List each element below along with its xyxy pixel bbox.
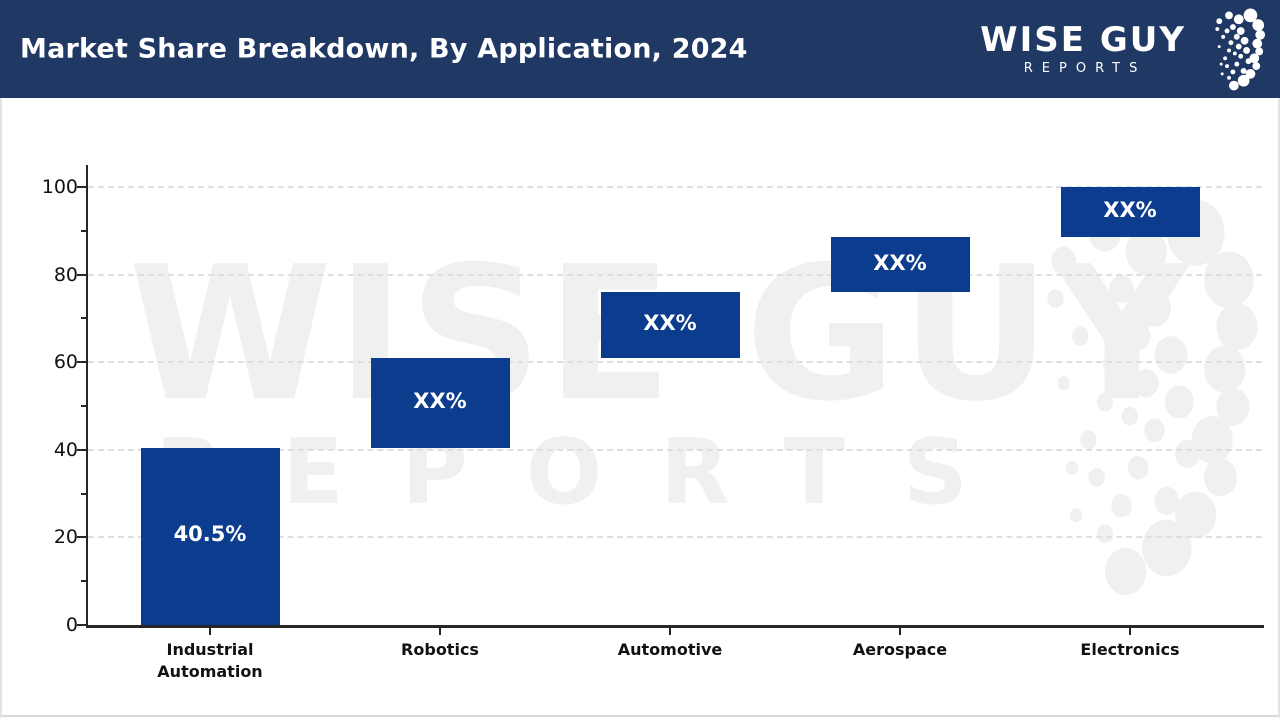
y-tick-label: 20 (53, 526, 78, 549)
y-tick-mark (77, 186, 86, 188)
y-tick-mark (77, 624, 86, 626)
y-gridline (88, 536, 1262, 539)
x-category-label-aerospace: Aerospace (852, 640, 948, 659)
x-category-label-industrial-automation: Industrial Automation (157, 640, 263, 681)
logo-reports-text: REPORTS (1023, 60, 1147, 76)
bar-value-label-automotive: XX% (643, 310, 697, 335)
y-minor-tick-mark (81, 317, 86, 320)
bar-value-label-robotics: XX% (413, 388, 467, 413)
y-tick-mark (77, 273, 86, 276)
y-tick-label: 40 (53, 438, 78, 461)
y-tick-label: 60 (53, 351, 78, 374)
x-tick-mark (209, 628, 211, 635)
y-axis-spine (86, 165, 88, 627)
y-minor-tick-mark (81, 229, 86, 232)
left-border (0, 98, 2, 718)
bar-aerospace (830, 237, 970, 293)
bar-industrial-automation (140, 447, 280, 625)
bar-value-label-electronics: XX% (1103, 198, 1157, 223)
y-minor-tick-mark (81, 492, 86, 495)
y-tick-label: 80 (53, 263, 78, 286)
logo-face-icon (1215, 8, 1266, 91)
y-gridline (88, 186, 1262, 188)
page-title: Market Share Breakdown, By Application, … (20, 33, 748, 65)
bar-value-label-aerospace: XX% (873, 250, 927, 275)
y-tick-mark (77, 448, 86, 451)
y-gridline (88, 273, 1262, 276)
x-tick-mark (669, 628, 671, 635)
x-tick-mark (439, 628, 441, 635)
y-minor-tick-mark (81, 580, 86, 583)
x-category-label-automotive: Automotive (617, 640, 723, 659)
x-category-label-electronics: Electronics (1080, 640, 1180, 659)
x-tick-mark (1129, 628, 1131, 635)
x-axis-spine (86, 625, 1264, 628)
watermark-face-dots-icon (1047, 199, 1258, 595)
y-gridline (88, 361, 1262, 364)
wise-guy-logo: WISE GUY REPORTS (980, 6, 1268, 92)
x-tick-mark (899, 628, 901, 635)
header-bar: Market Share Breakdown, By Application, … (0, 0, 1280, 98)
logo-wordmark: WISE GUY (980, 19, 1186, 60)
right-border (1278, 98, 1280, 718)
y-tick-label: 100 (41, 176, 78, 198)
y-gridline (88, 448, 1262, 451)
bar-automotive (600, 292, 740, 358)
watermark-reports: REPORTS (155, 420, 1026, 525)
bottom-border (0, 715, 1280, 717)
y-tick-label: 0 (65, 614, 78, 636)
y-tick-mark (77, 361, 86, 364)
y-minor-tick-mark (81, 405, 86, 407)
logo-words: WISE GUY REPORTS (980, 23, 1186, 76)
x-category-label-robotics: Robotics (401, 640, 479, 659)
bar-robotics (370, 357, 510, 448)
bar-electronics (1060, 187, 1200, 238)
y-tick-mark (77, 536, 86, 539)
bar-value-label-industrial-automation: 40.5% (173, 522, 247, 547)
